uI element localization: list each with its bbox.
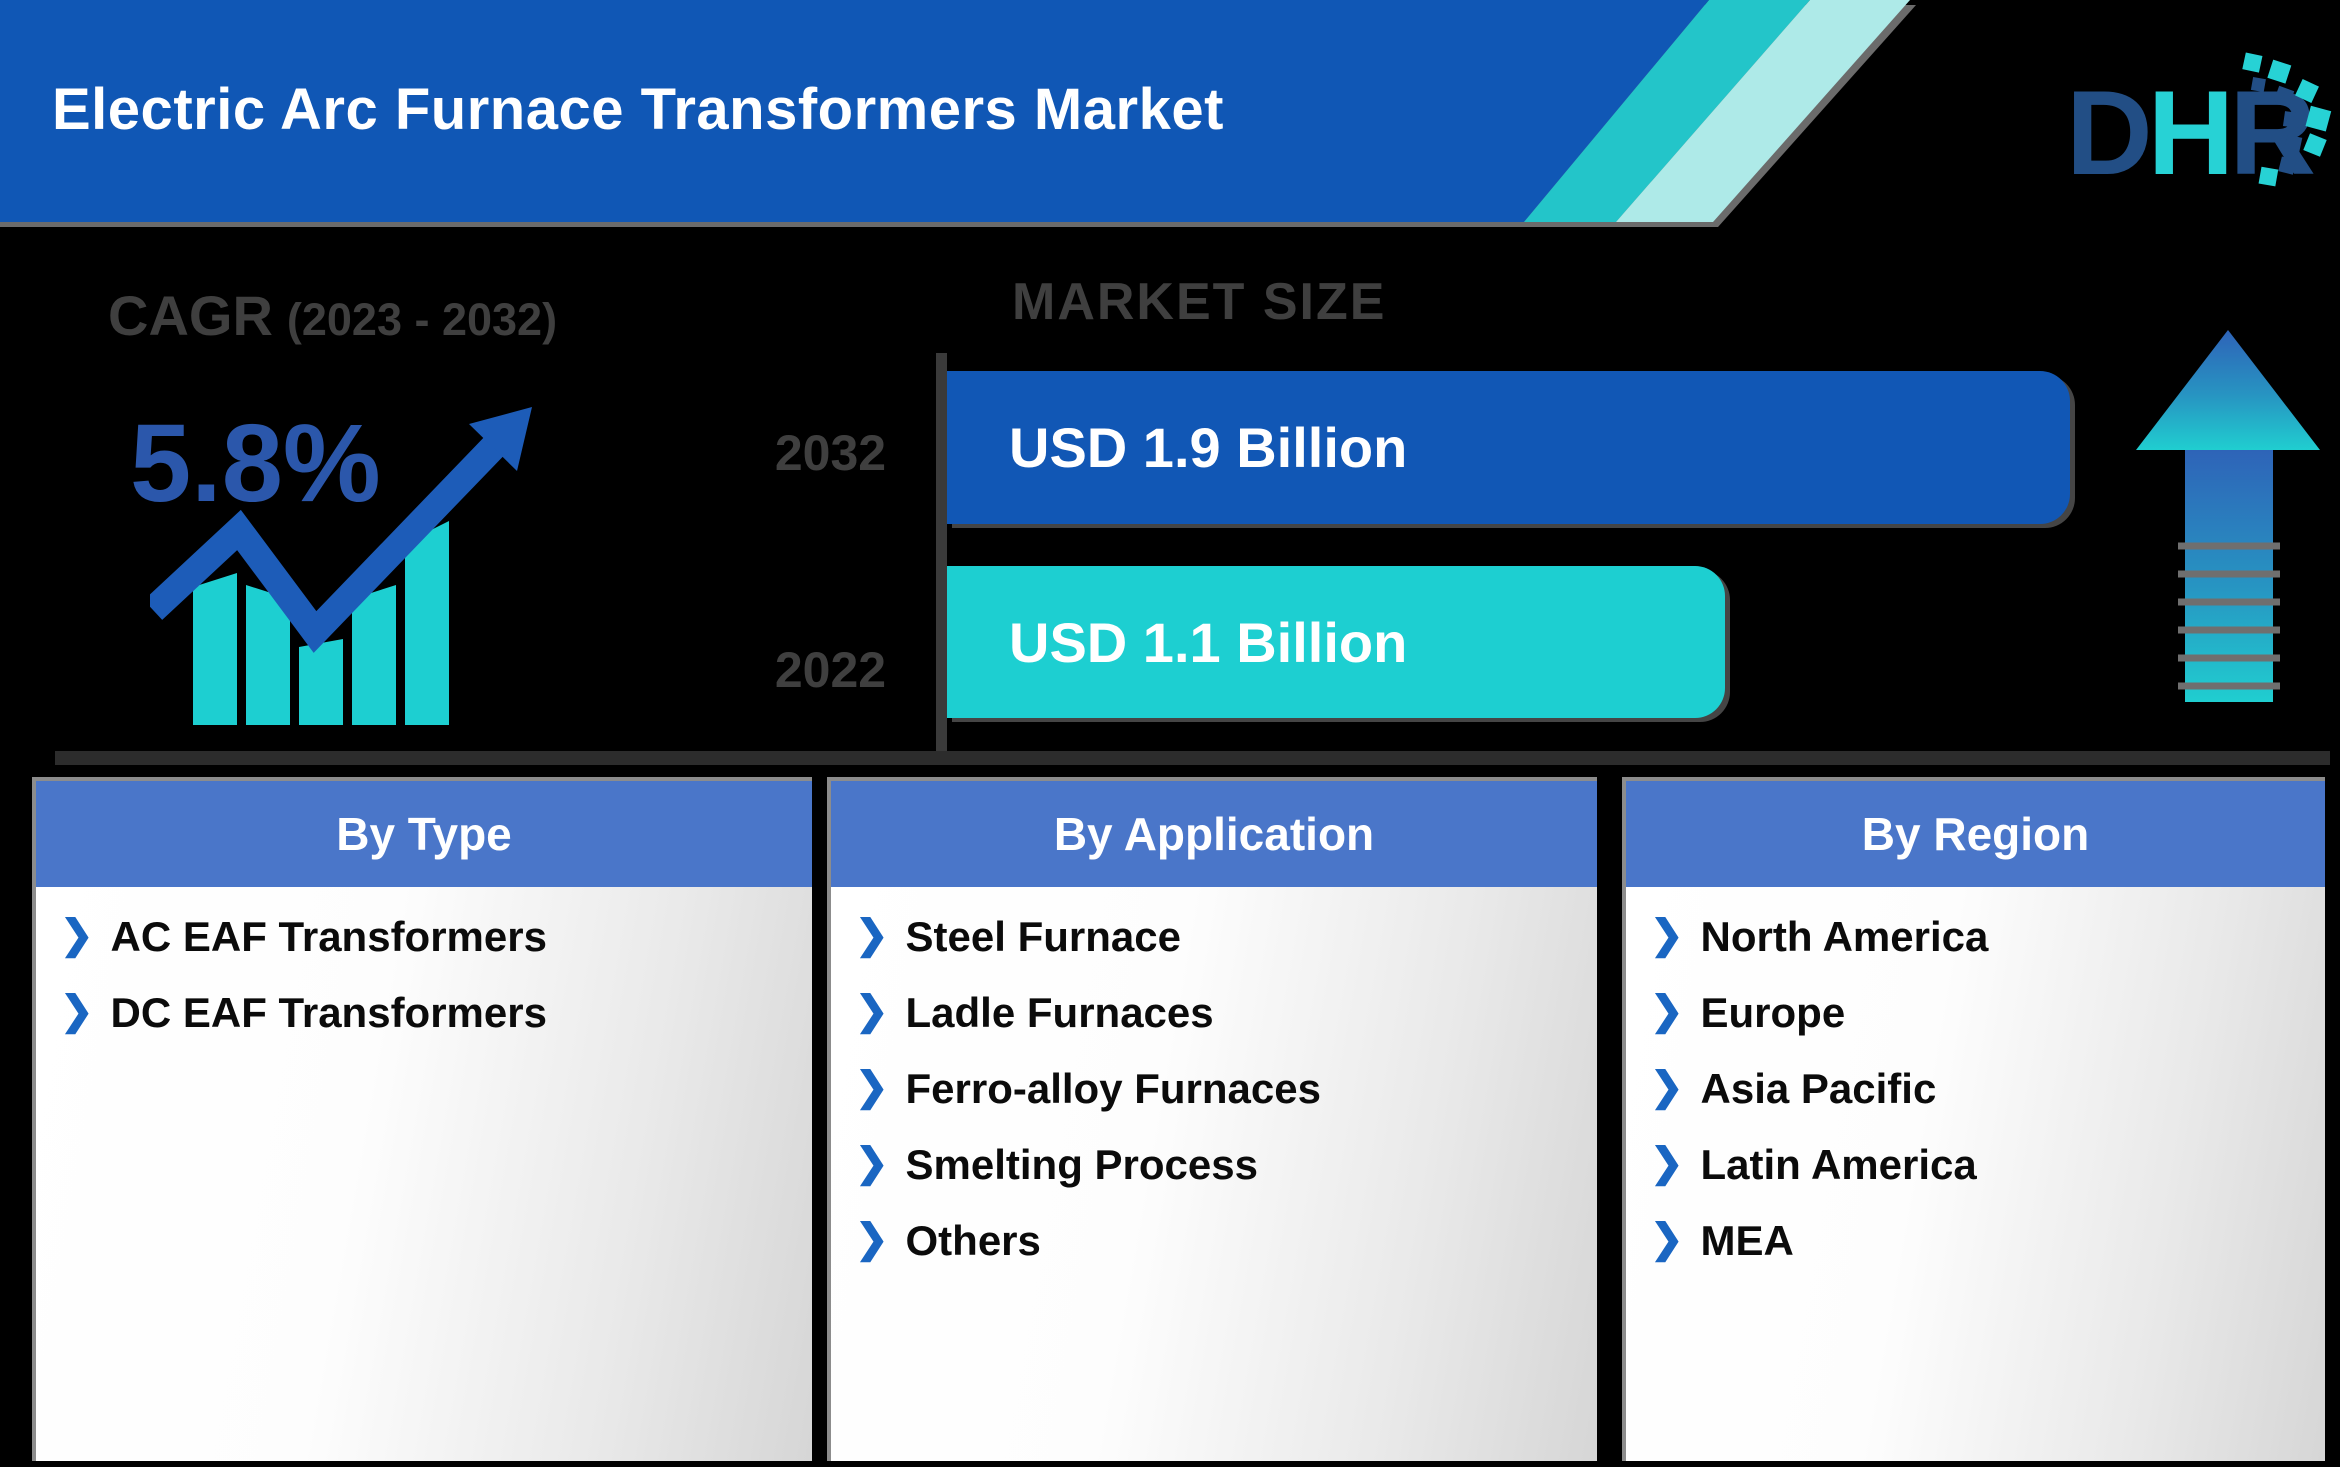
- list-item: ❯ Smelting Process: [855, 1141, 1258, 1188]
- list-item: ❯ Others: [855, 1217, 1041, 1264]
- header-blue-shape: [0, 0, 1709, 222]
- header-stripe-teal: [1524, 0, 1810, 222]
- segment-body-by-application: ❯ Steel Furnace ❯ Ladle Furnaces ❯ Ferro-al…: [831, 887, 1597, 1461]
- cagr-label: CAGR: [108, 284, 273, 347]
- list-item: ❯ North America: [1650, 913, 1989, 960]
- segment-column-by-type: By Type ❯ AC EAF Transformers ❯ DC EAF Tra…: [32, 777, 812, 1461]
- chevron-right-icon: ❯: [1650, 913, 1684, 957]
- segment-list-by-region: ❯ North America ❯ Europe ❯ Asia Pacific ❯ La…: [1626, 899, 2325, 1279]
- list-item: ❯ Ferro-alloy Furnaces: [855, 1065, 1321, 1112]
- chevron-right-icon: ❯: [60, 989, 94, 1033]
- list-item: ❯ Ladle Furnaces: [855, 989, 1214, 1036]
- list-item: ❯ MEA: [1650, 1217, 1794, 1264]
- chevron-right-icon: ❯: [855, 1065, 889, 1109]
- segment-list-by-application: ❯ Steel Furnace ❯ Ladle Furnaces ❯ Ferro-al…: [831, 899, 1597, 1279]
- header-stripe-pale: [1616, 0, 1910, 222]
- growth-chart-icon: [150, 407, 532, 725]
- segment-header-by-region: By Region: [1626, 781, 2325, 887]
- chevron-right-icon: ❯: [855, 989, 889, 1033]
- segment-header-by-type: By Type: [36, 781, 812, 887]
- chevron-right-icon: ❯: [855, 1217, 889, 1261]
- segment-column-by-application: By Application ❯ Steel Furnace ❯ Ladle Fur…: [827, 777, 1597, 1461]
- cagr-value: 5.8%: [130, 402, 381, 525]
- page-title: Electric Arc Furnace Transformers Market: [52, 77, 1224, 142]
- chevron-right-icon: ❯: [1650, 989, 1684, 1033]
- list-item: ❯ DC EAF Transformers: [60, 989, 547, 1036]
- chevron-right-icon: ❯: [855, 913, 889, 957]
- market-size-heading: MARKET SIZE: [1012, 273, 1387, 331]
- year-label-2022: 2022: [774, 642, 887, 698]
- year-label-2032: 2032: [774, 425, 887, 481]
- up-arrow-icon: [2136, 330, 2320, 702]
- list-item: ❯ Europe: [1650, 989, 1846, 1036]
- segment-list-by-type: ❯ AC EAF Transformers ❯ DC EAF Transformer…: [36, 899, 812, 1051]
- list-item: ❯ AC EAF Transformers: [60, 913, 547, 960]
- chevron-right-icon: ❯: [1650, 1065, 1684, 1109]
- section-divider: [55, 751, 2330, 765]
- bar-chart-axis: [936, 353, 947, 760]
- logo-dots-icon: [2242, 52, 2332, 187]
- logo-letter-h: H: [2147, 66, 2235, 200]
- bar-2032: USD 1.9 Billion: [947, 371, 2070, 524]
- bar-2032-value: USD 1.9 Billion: [1009, 416, 1408, 479]
- bar-2022: USD 1.1 Billion: [947, 566, 1725, 718]
- cagr-period: (2023 - 2032): [286, 294, 558, 345]
- list-item: ❯ Latin America: [1650, 1141, 1977, 1188]
- bar-2022-value: USD 1.1 Billion: [1009, 610, 1408, 674]
- header-banner: [0, 0, 1916, 227]
- segment-column-by-region: By Region ❯ North America ❯ Europe ❯ Asia P…: [1622, 777, 2325, 1461]
- list-item: ❯ Steel Furnace: [855, 913, 1181, 960]
- list-item: ❯ Asia Pacific: [1650, 1065, 1937, 1112]
- cagr-heading: CAGR (2023 - 2032): [108, 283, 557, 348]
- chevron-right-icon: ❯: [1650, 1217, 1684, 1261]
- chevron-right-icon: ❯: [60, 913, 94, 957]
- segment-body-by-region: ❯ North America ❯ Europe ❯ Asia Pacific ❯ La…: [1626, 887, 2325, 1461]
- logo-letter-d: D: [2066, 66, 2153, 200]
- chevron-right-icon: ❯: [855, 1141, 889, 1185]
- chevron-right-icon: ❯: [1650, 1141, 1684, 1185]
- segment-body-by-type: ❯ AC EAF Transformers ❯ DC EAF Transformer…: [36, 887, 812, 1461]
- segment-header-by-application: By Application: [831, 781, 1597, 887]
